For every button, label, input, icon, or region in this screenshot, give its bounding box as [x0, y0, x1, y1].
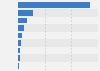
Bar	[18, 47, 98, 54]
Bar	[18, 39, 98, 47]
Bar	[18, 1, 98, 9]
Bar	[18, 18, 27, 23]
Bar	[18, 32, 98, 39]
Bar	[18, 33, 22, 38]
Bar	[18, 48, 20, 53]
Bar	[18, 63, 19, 69]
Bar	[18, 17, 98, 24]
Bar	[18, 56, 20, 61]
Bar	[18, 24, 98, 32]
Bar	[18, 54, 98, 62]
Bar	[18, 9, 98, 17]
Bar	[18, 10, 33, 15]
Bar	[18, 40, 21, 46]
Bar	[18, 2, 90, 8]
Bar	[18, 62, 98, 70]
Bar	[18, 25, 24, 31]
